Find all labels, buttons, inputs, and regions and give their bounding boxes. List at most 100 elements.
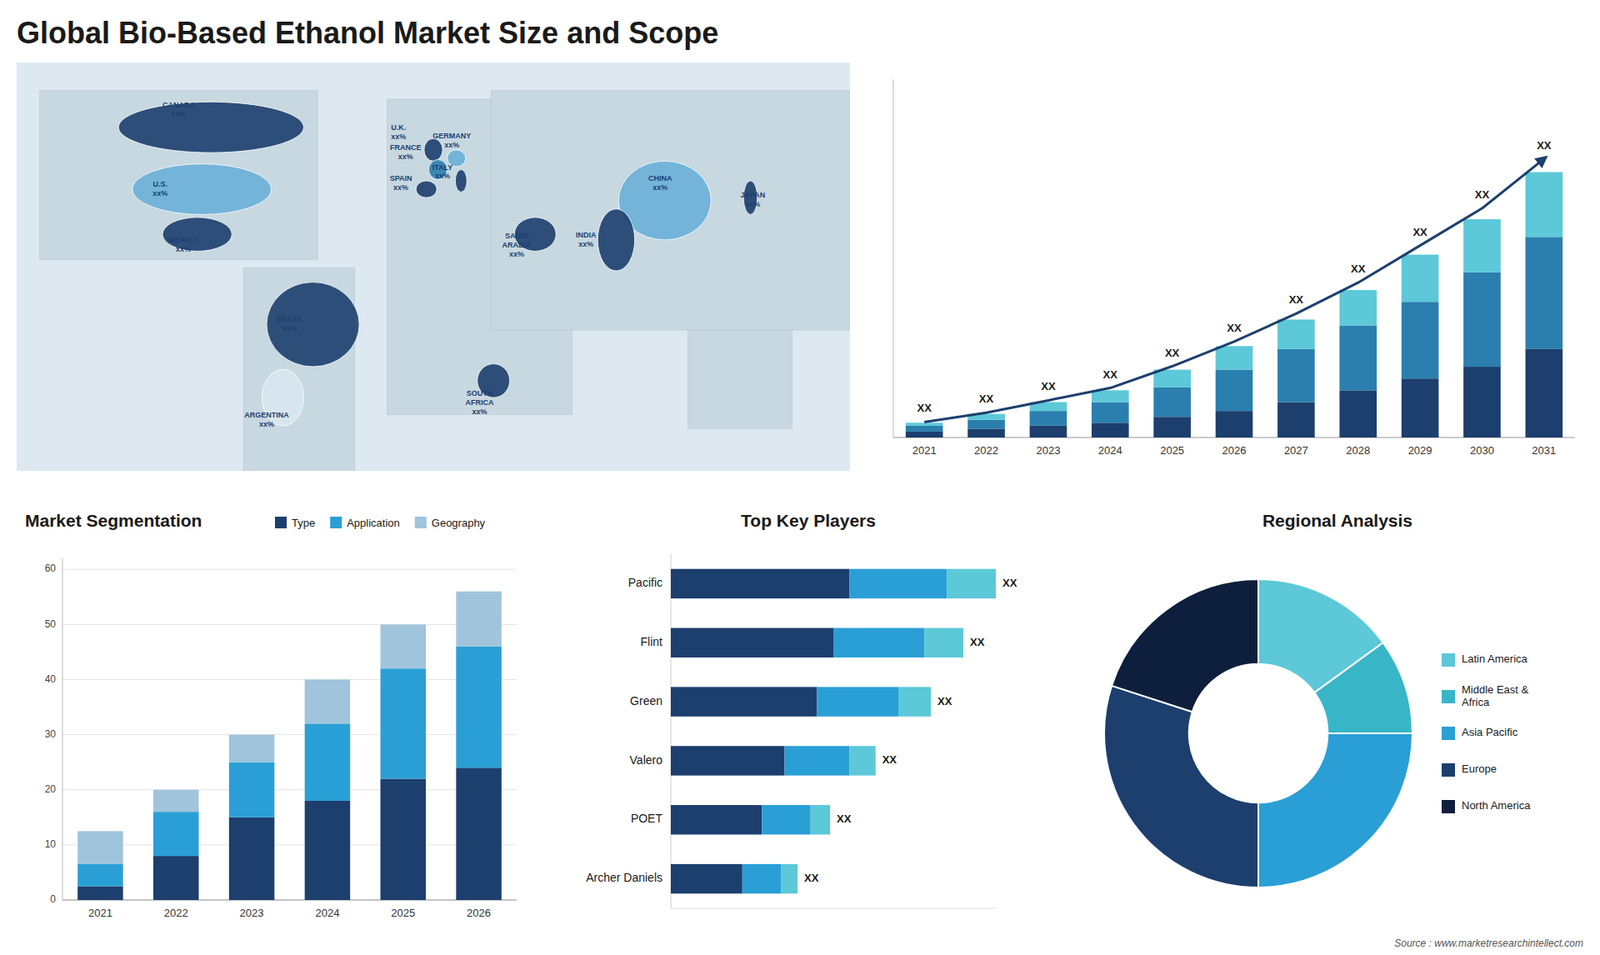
x-tick-label: 2024 (315, 906, 340, 920)
country-share: xx% (578, 240, 594, 249)
bar-annotation: XX (1103, 368, 1119, 381)
legend-swatch (1441, 726, 1455, 740)
bar-segment (1339, 390, 1377, 438)
legend-label: Middle East &Africa (1461, 683, 1530, 709)
bar-segment (850, 569, 948, 599)
y-tick-label: 20 (45, 783, 57, 795)
grid-line (62, 734, 517, 735)
x-tick-label: 2023 (1035, 444, 1060, 457)
text-line: BRAZIL (275, 315, 304, 324)
bar-segment (305, 800, 351, 900)
bar-segment (1215, 370, 1254, 412)
figure-title: Global Bio-Based Ethanol Market Size and… (16, 15, 719, 50)
x-tick-label: 2026 (1222, 444, 1247, 457)
bar-segment (1091, 402, 1130, 424)
country-label: MEXICO (168, 236, 199, 245)
country-label: CHINA (648, 174, 673, 183)
bar-segment (229, 735, 275, 763)
bar-segment (905, 425, 944, 432)
bar-segment (850, 745, 876, 775)
legend-swatch (330, 516, 342, 529)
text-line: North America (1461, 799, 1531, 812)
bar-segment (229, 817, 275, 900)
bar-segment (153, 790, 200, 812)
bar-segment (1339, 325, 1377, 391)
country-label: SPAIN (390, 174, 413, 183)
grid-line (62, 844, 517, 845)
bar-annotation: XX (1165, 346, 1180, 360)
x-tick-label: 2021 (88, 906, 113, 920)
text-line: MEXICO (168, 236, 199, 245)
bar-segment (742, 864, 782, 894)
bar-segment (455, 591, 502, 647)
text-line: JAPAN (740, 191, 765, 200)
bar-annotation: XX (804, 871, 820, 885)
x-tick-label: 2022 (164, 906, 189, 920)
y-axis-line (670, 554, 672, 909)
legend-swatch (1441, 800, 1455, 814)
x-tick-label: 2025 (390, 906, 415, 920)
text-line: Latin America (1461, 652, 1529, 665)
country-share: xx% (393, 183, 409, 192)
country-label: GERMANY (432, 132, 471, 141)
bar-segment (305, 679, 351, 724)
country-shape (415, 180, 437, 198)
trend-line (924, 159, 1545, 423)
y-tick-label: 30 (45, 728, 57, 740)
bar-segment (833, 628, 925, 658)
bar-segment (1463, 219, 1501, 273)
y-tick-label: Archer Daniels (585, 870, 663, 885)
legend-label: North America (1461, 799, 1531, 812)
y-axis-line (62, 558, 64, 900)
bar-annotation: XX (937, 695, 953, 708)
bar-segment (380, 668, 427, 779)
x-tick-label: 2021 (912, 444, 937, 457)
bar-annotation: XX (1475, 188, 1490, 201)
y-tick-label: 50 (45, 618, 57, 630)
text-line: SAUDI (505, 232, 529, 241)
x-axis-line (670, 908, 996, 910)
x-tick-label: 2030 (1470, 444, 1495, 457)
dashboard: Global Bio-Based Ethanol Market Size and… (0, 0, 1600, 955)
x-tick-label: 2025 (1160, 444, 1185, 457)
country-label: BRAZIL (275, 315, 304, 324)
bar-segment (1277, 349, 1315, 403)
bar-annotation: XX (1536, 139, 1552, 152)
continent (40, 90, 318, 260)
country-share: xx% (509, 250, 525, 259)
bar-segment (1463, 272, 1501, 367)
ocean (16, 62, 850, 471)
y-tick-label: 40 (45, 673, 57, 685)
bar-segment (1463, 366, 1501, 438)
donut-slice (1258, 733, 1413, 888)
text-line: U.S. (152, 180, 168, 189)
y-tick-label: 0 (50, 893, 56, 905)
bar-annotation: XX (1350, 262, 1366, 275)
text-line: Africa (1461, 695, 1490, 709)
plot-marks (670, 569, 996, 895)
bar-segment (1525, 236, 1564, 349)
country-share: xx% (444, 140, 460, 150)
bar-annotation: XX (1040, 380, 1056, 393)
country-shape (132, 164, 272, 215)
bar-segment (1030, 410, 1068, 426)
x-tick-label: 2022 (974, 444, 999, 457)
country-share: xx% (175, 245, 191, 254)
donut-slice (1111, 579, 1259, 712)
bar-segment (1091, 422, 1130, 438)
text-line: SPAIN (390, 174, 413, 183)
y-tick-label: 60 (45, 562, 57, 575)
chart-title: Market Segmentation (25, 510, 202, 530)
bar-annotation: XX (979, 392, 995, 405)
bar-annotation: XX (1289, 293, 1305, 306)
text-line: Asia Pacific (1461, 725, 1519, 739)
bar-segment (905, 422, 944, 426)
bar-segment (781, 864, 799, 894)
bar-segment (924, 628, 964, 658)
legend-swatch (275, 516, 287, 529)
country-label: CANADA (162, 101, 195, 110)
grid-line (62, 569, 517, 570)
country-label: INDIA (575, 230, 597, 240)
country-shape (266, 282, 360, 367)
bar-segment (1215, 410, 1254, 438)
